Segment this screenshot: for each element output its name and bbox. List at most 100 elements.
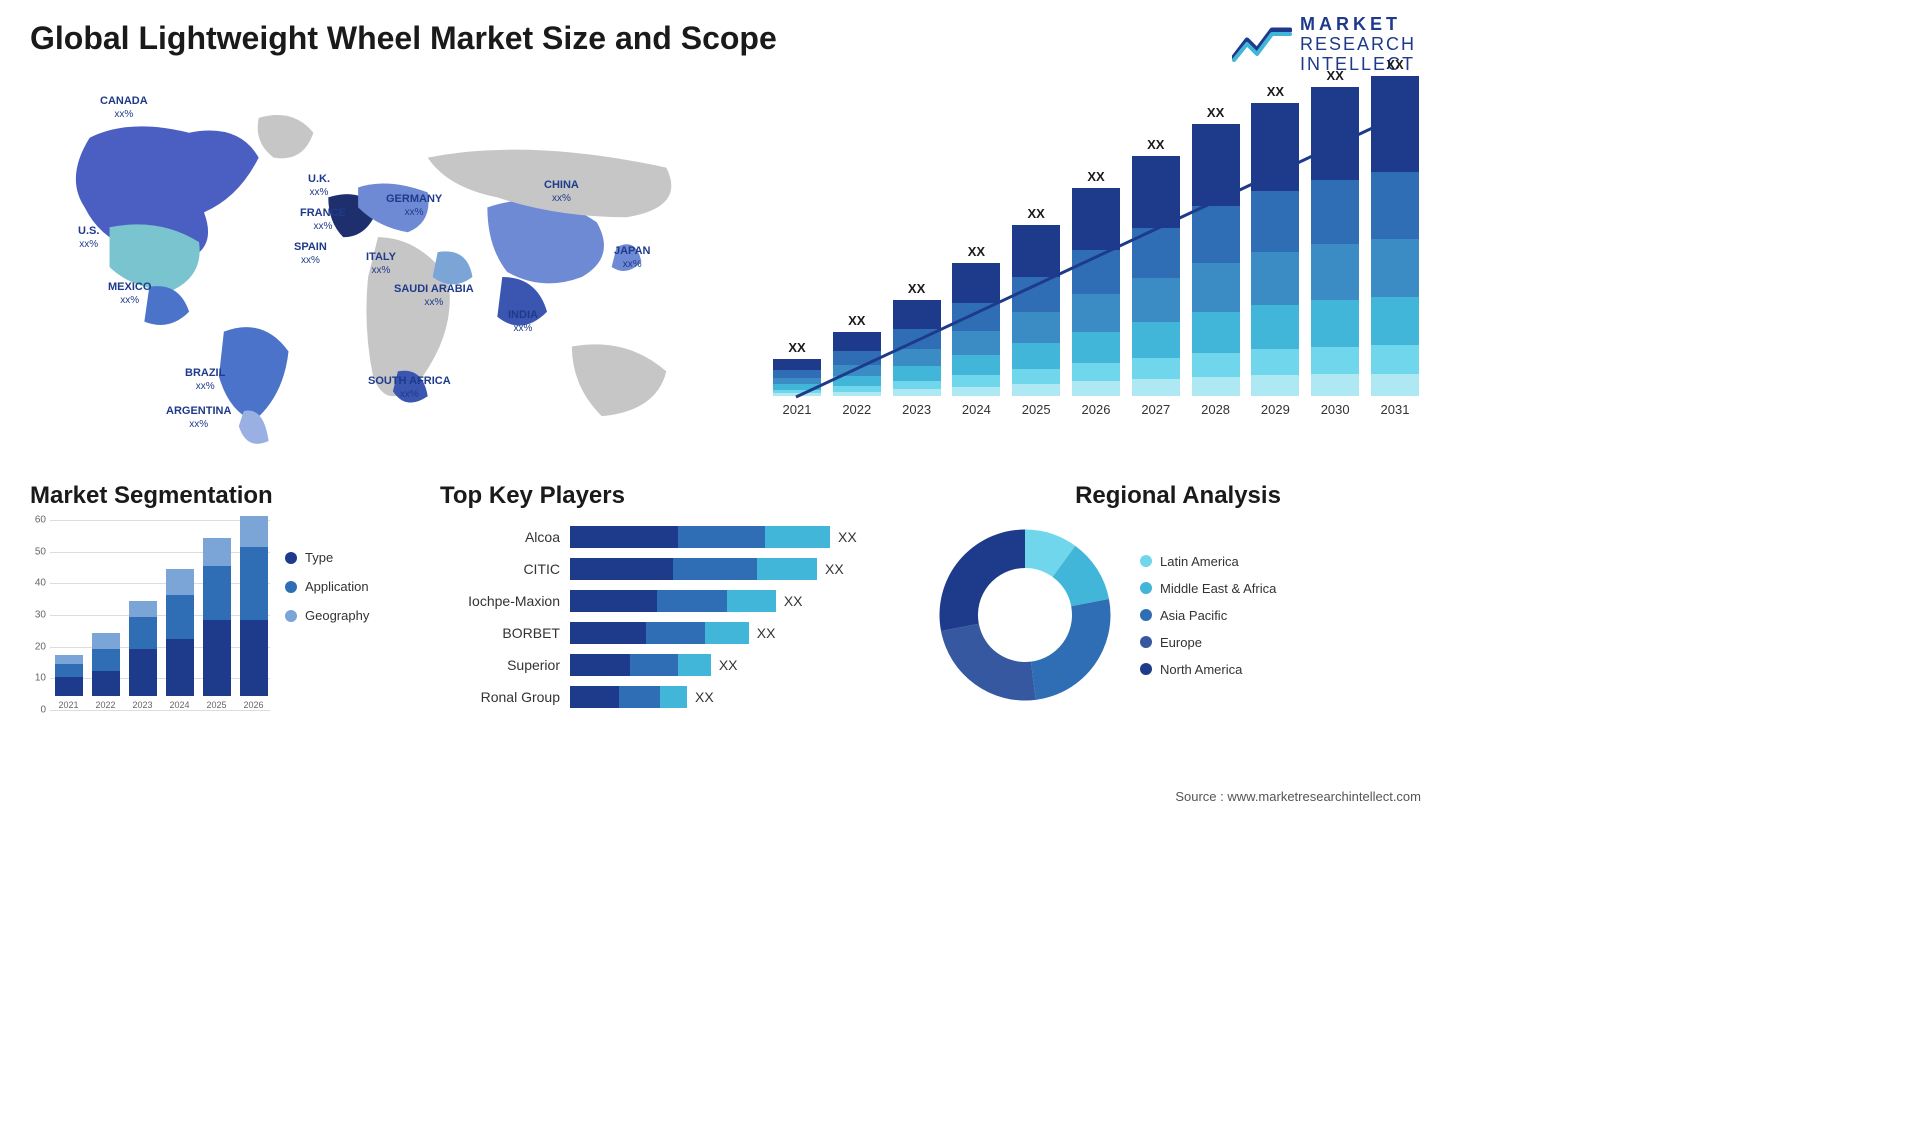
country-label: BRAZILxx% (185, 367, 225, 393)
country-label: GERMANYxx% (386, 193, 442, 219)
seg-bar: 2022 (92, 633, 120, 710)
forecast-bar: XX 2031 (1369, 57, 1421, 417)
player-bar-segment (570, 526, 678, 548)
country-label: FRANCExx% (300, 207, 346, 233)
forecast-bar-segment (893, 329, 941, 349)
forecast-bar-label: XX (1386, 57, 1403, 72)
legend-label: Middle East & Africa (1160, 581, 1276, 596)
forecast-bar-segment (1311, 374, 1359, 396)
legend-label: Geography (305, 608, 369, 623)
seg-bar: 2025 (203, 538, 231, 710)
seg-bar-segment (92, 633, 120, 649)
legend-dot-icon (1140, 663, 1152, 675)
segmentation-chart: 0102030405060 202120222023202420252026 (30, 520, 270, 730)
country-label: ARGENTINAxx% (166, 405, 231, 431)
forecast-bar: XX2023 (891, 281, 943, 417)
segmentation-title: Market Segmentation (30, 482, 410, 510)
forecast-bar-segment (952, 263, 1000, 303)
seg-y-tick: 10 (35, 673, 46, 684)
seg-year-label: 2024 (169, 700, 189, 710)
seg-bar-segment (129, 649, 157, 697)
seg-bar-segment (240, 620, 268, 696)
forecast-bar-segment (1072, 250, 1120, 294)
player-row: SuperiorXX (440, 654, 900, 676)
forecast-bar-segment (952, 331, 1000, 355)
legend-label: North America (1160, 662, 1242, 677)
legend-dot-icon (1140, 582, 1152, 594)
country-label: INDIAxx% (508, 309, 538, 335)
forecast-bar-segment (1192, 377, 1240, 396)
seg-legend-item: Geography (285, 608, 369, 623)
legend-dot-icon (285, 610, 297, 622)
seg-y-tick: 0 (40, 705, 46, 716)
forecast-bar-segment (1132, 358, 1180, 380)
seg-grid-line (50, 710, 270, 711)
forecast-year-label: 2031 (1381, 402, 1410, 417)
seg-bar-segment (166, 595, 194, 639)
seg-y-tick: 50 (35, 546, 46, 557)
seg-legend-item: Type (285, 550, 369, 565)
seg-bar: 2023 (129, 601, 157, 710)
legend-dot-icon (1140, 636, 1152, 648)
legend-label: Asia Pacific (1160, 608, 1227, 623)
player-bar-segment (570, 622, 646, 644)
forecast-bar-segment (833, 351, 881, 364)
forecast-bar-label: XX (1028, 206, 1045, 221)
forecast-bar-segment (1371, 76, 1419, 172)
forecast-bar-segment (1251, 375, 1299, 396)
forecast-bar: XX2026 (1070, 169, 1122, 417)
seg-bar: 2024 (166, 569, 194, 710)
forecast-bar-segment (1132, 322, 1180, 358)
player-name: CITIC (440, 561, 560, 577)
player-bar-segment (765, 526, 830, 548)
legend-dot-icon (1140, 555, 1152, 567)
segmentation-section: Market Segmentation 0102030405060 202120… (30, 482, 410, 730)
player-value: XX (825, 561, 844, 577)
seg-y-tick: 60 (35, 515, 46, 526)
forecast-bar-segment (1192, 263, 1240, 312)
forecast-bar-label: XX (1207, 105, 1224, 120)
forecast-bar: XX2022 (831, 313, 883, 417)
regional-legend: Latin AmericaMiddle East & AfricaAsia Pa… (1140, 554, 1276, 677)
donut-legend-item: Asia Pacific (1140, 608, 1276, 623)
forecast-bar-segment (833, 365, 881, 377)
forecast-bar-segment (1251, 103, 1299, 191)
player-row: BORBETXX (440, 622, 900, 644)
seg-bar-segment (203, 538, 231, 567)
forecast-bar-segment (952, 355, 1000, 375)
player-row: Ronal GroupXX (440, 686, 900, 708)
country-label: U.S.xx% (78, 225, 99, 251)
legend-dot-icon (285, 581, 297, 593)
forecast-bar-segment (1371, 172, 1419, 239)
forecast-bar-segment (1251, 191, 1299, 253)
forecast-bar-label: XX (1327, 68, 1344, 83)
forecast-bar-segment (1251, 349, 1299, 375)
country-label: JAPANxx% (614, 245, 650, 271)
player-bar-segment (757, 558, 817, 580)
forecast-bar-segment (1311, 300, 1359, 346)
player-name: Superior (440, 657, 560, 673)
forecast-bar-segment (1072, 363, 1120, 382)
forecast-bar-segment (1072, 188, 1120, 250)
forecast-year-label: 2025 (1022, 402, 1051, 417)
regional-title: Regional Analysis (930, 482, 1426, 510)
player-bar-segment (727, 590, 776, 612)
seg-bar-segment (129, 601, 157, 617)
player-bar-segment (619, 686, 660, 708)
country-label: MEXICOxx% (108, 281, 151, 307)
key-players-title: Top Key Players (440, 482, 900, 510)
forecast-bar-segment (1072, 294, 1120, 331)
donut-legend-item: North America (1140, 662, 1276, 677)
seg-bar-segment (92, 671, 120, 696)
forecast-bar-segment (893, 381, 941, 390)
regional-section: Regional Analysis Latin AmericaMiddle Ea… (930, 482, 1426, 710)
seg-bar-segment (55, 677, 83, 696)
player-bar-segment (646, 622, 706, 644)
forecast-year-label: 2024 (962, 402, 991, 417)
legend-label: Application (305, 579, 369, 594)
seg-y-tick: 40 (35, 578, 46, 589)
forecast-bar-segment (1012, 369, 1060, 384)
forecast-year-label: 2030 (1321, 402, 1350, 417)
logo-icon (1232, 22, 1292, 67)
seg-bar-segment (203, 620, 231, 696)
